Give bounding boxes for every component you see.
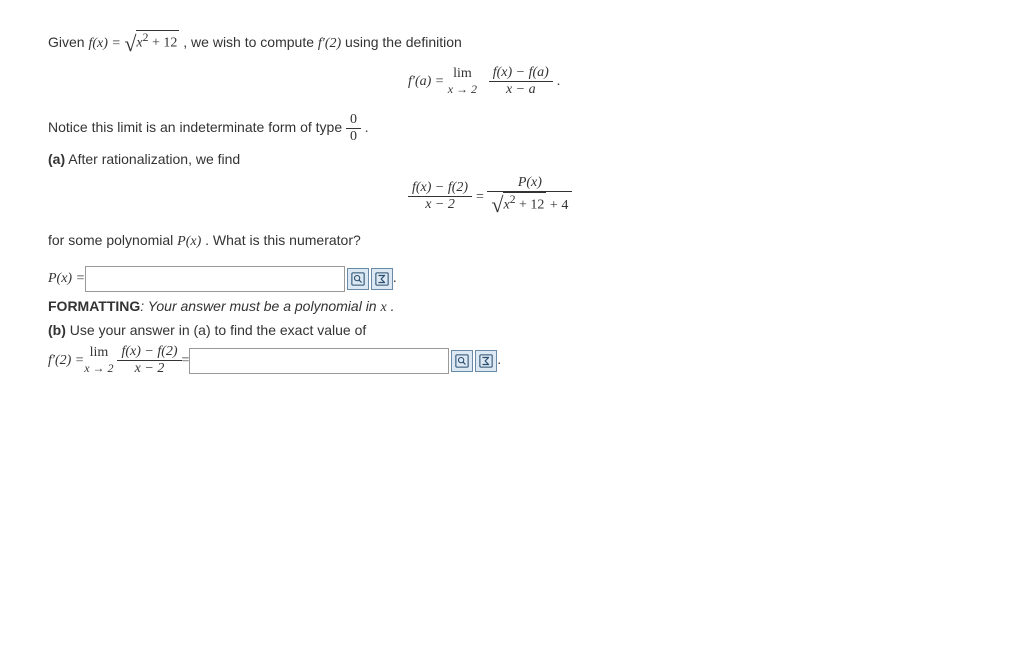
eq2-lhs-den: x − 2 xyxy=(408,196,472,213)
formatting-line: FORMATTING: Your answer must be a polyno… xyxy=(48,298,976,316)
sigma-icon xyxy=(479,354,493,368)
eq2-lhs-num: f(x) − f(2) xyxy=(408,180,472,196)
zero-over-zero: 0 0 xyxy=(346,112,361,145)
eq2-equals: = xyxy=(476,189,487,204)
def-frac-num: f(x) − f(a) xyxy=(489,65,553,81)
fp2-lim-label: lim xyxy=(84,345,113,361)
part-b-text: Use your answer in (a) to find the exact… xyxy=(66,322,366,338)
fp2-frac: f(x) − f(2) x − 2 xyxy=(117,344,181,377)
px-period: . xyxy=(393,271,397,287)
fp2-frac-den: x − 2 xyxy=(117,360,181,377)
part-a-label: (a) xyxy=(48,151,65,167)
fp2-answer-row: f′(2) = lim x → 2 f(x) − f(2) x − 2 = . xyxy=(48,344,976,377)
def-period: . xyxy=(557,74,561,89)
fp2-label: f′(2) = xyxy=(48,353,84,369)
given-line: Given f(x) = √x2 + 12 , we wish to compu… xyxy=(48,30,976,57)
numerator-q: . What is this numerator? xyxy=(201,232,361,248)
for-poly-text: for some polynomial xyxy=(48,232,177,248)
part-a-line: (a) After rationalization, we find xyxy=(48,151,976,167)
text-using: using the definition xyxy=(341,34,462,50)
fp2-period: . xyxy=(497,353,501,369)
preview-button-a[interactable] xyxy=(347,268,369,290)
rationalization-equation: f(x) − f(2) x − 2 = P(x) √x2 + 12 + 4 xyxy=(48,175,976,219)
p-of-x: P(x) xyxy=(177,234,201,249)
lim-label: lim xyxy=(448,66,477,82)
sqrt-symbol: √ xyxy=(124,31,136,57)
def-lhs: f′(a) = xyxy=(408,74,448,89)
preview-icon xyxy=(351,272,365,286)
eq2-lhs-frac: f(x) − f(2) x − 2 xyxy=(408,180,472,213)
part-a-text: After rationalization, we find xyxy=(65,151,240,167)
eq2-plus4: + 4 xyxy=(546,198,568,213)
definition-equation: f′(a) = lim x → 2 f(x) − f(a) x − a . xyxy=(48,65,976,98)
sigma-button-a[interactable] xyxy=(371,268,393,290)
px-label: P(x) = xyxy=(48,271,85,287)
math-fprime2: f′(2) xyxy=(318,36,341,51)
px-answer-row: P(x) = . xyxy=(48,266,976,292)
notice-period: . xyxy=(365,121,369,136)
notice-line: Notice this limit is an indeterminate fo… xyxy=(48,112,976,145)
eq2-rhs-num: P(x) xyxy=(487,175,572,191)
math-fx-lhs: f(x) = xyxy=(88,36,124,51)
sqrt-expr: √x2 + 12 xyxy=(124,30,179,57)
notice-text: Notice this limit is an indeterminate fo… xyxy=(48,119,346,135)
part-b-label: (b) xyxy=(48,322,66,338)
eq2-sqrt-sym: √ xyxy=(491,192,503,218)
lim-sub: x → 2 xyxy=(448,82,477,97)
zoz-num: 0 xyxy=(346,112,361,128)
fp2-equals: = xyxy=(182,353,190,369)
px-input[interactable] xyxy=(85,266,345,292)
def-fraction: f(x) − f(a) x − a xyxy=(489,65,553,98)
formatting-period: . xyxy=(387,298,395,314)
sigma-button-b[interactable] xyxy=(475,350,497,372)
fp2-input[interactable] xyxy=(189,348,449,374)
formatting-text: : Your answer must be a polynomial in xyxy=(140,298,380,314)
sigma-icon xyxy=(375,272,389,286)
def-frac-den: x − a xyxy=(489,81,553,98)
eq2-sqrt-bar: x2 + 12 xyxy=(503,192,546,214)
fp2-frac-num: f(x) − f(2) xyxy=(117,344,181,360)
eq2-rad-const: + 12 xyxy=(516,197,545,212)
for-poly-line: for some polynomial P(x) . What is this … xyxy=(48,232,976,250)
eq2-rhs-den: √x2 + 12 + 4 xyxy=(487,191,572,219)
eq2-rhs-frac: P(x) √x2 + 12 + 4 xyxy=(487,175,572,219)
text-given: Given xyxy=(48,34,88,50)
problem-page: Given f(x) = √x2 + 12 , we wish to compu… xyxy=(0,0,1024,407)
preview-icon xyxy=(455,354,469,368)
preview-button-b[interactable] xyxy=(451,350,473,372)
text-wish: , we wish to compute xyxy=(179,34,318,50)
limit-notation: lim x → 2 xyxy=(448,66,477,97)
sqrt-radicand: x2 + 12 xyxy=(136,30,179,52)
zoz-den: 0 xyxy=(346,128,361,145)
eq2-sqrt: √x2 + 12 xyxy=(491,192,546,219)
fp2-lim-sub: x → 2 xyxy=(84,361,113,376)
formatting-label: FORMATTING xyxy=(48,298,140,314)
part-b-line: (b) Use your answer in (a) to find the e… xyxy=(48,322,976,338)
fp2-limit: lim x → 2 xyxy=(84,345,113,376)
radicand-const: + 12 xyxy=(148,36,177,51)
